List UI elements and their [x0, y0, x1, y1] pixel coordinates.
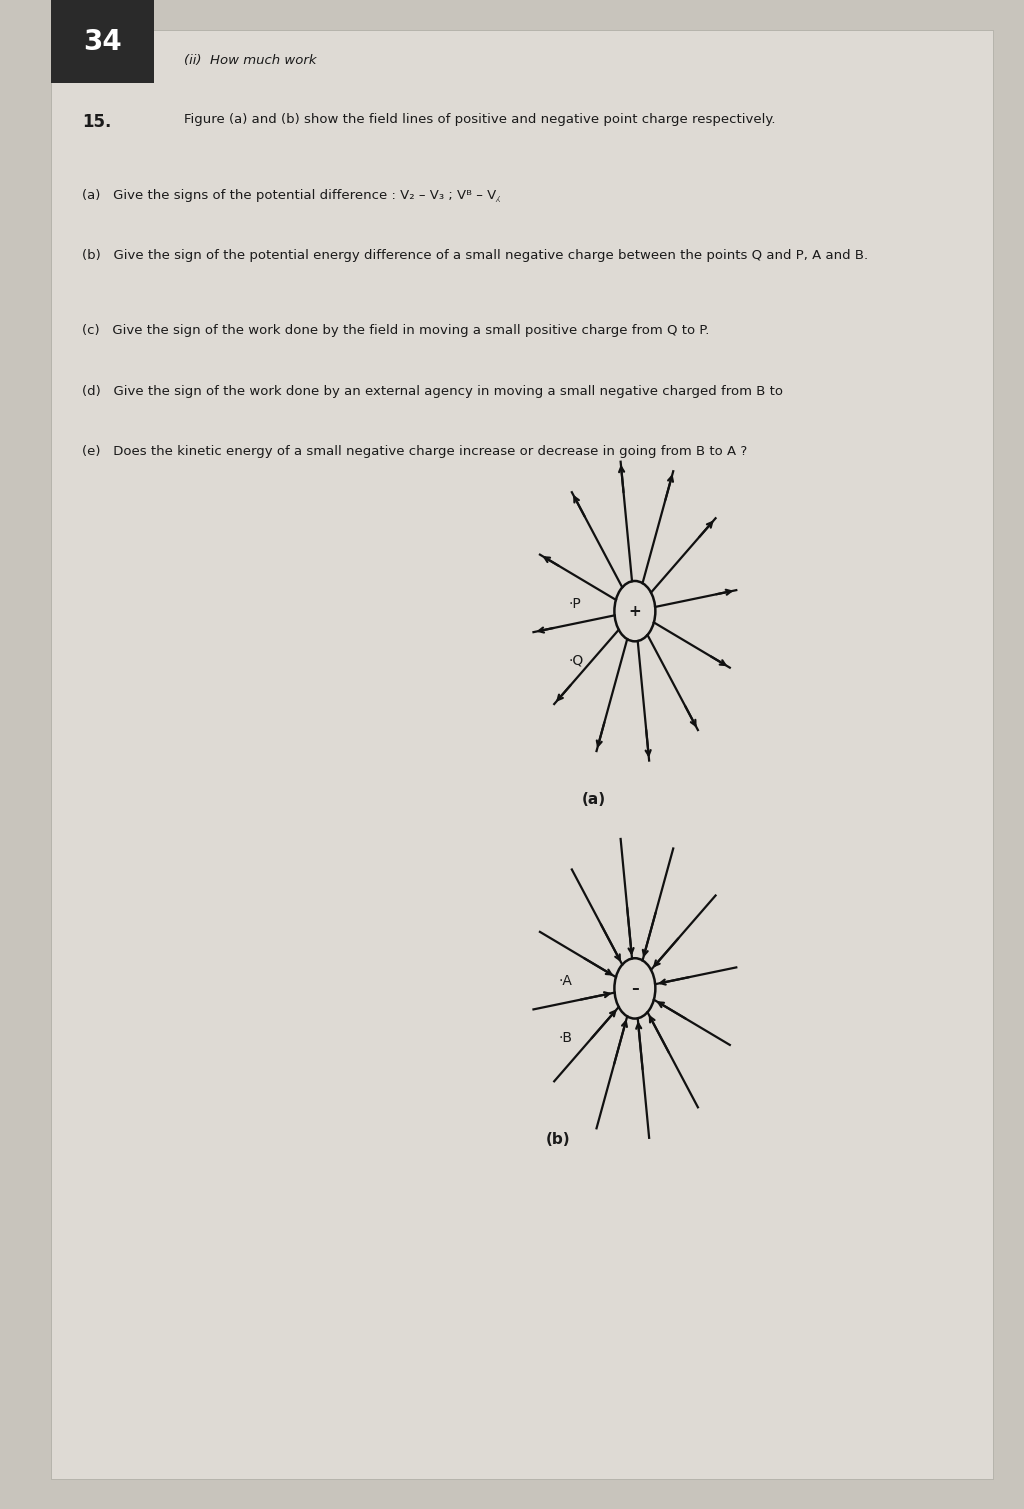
Text: 15.: 15.: [82, 113, 112, 131]
Text: ·A: ·A: [558, 973, 572, 988]
Text: Figure (a) and (b) show the field lines of positive and negative point charge re: Figure (a) and (b) show the field lines …: [184, 113, 776, 127]
Text: ·Q: ·Q: [568, 653, 584, 668]
FancyBboxPatch shape: [51, 30, 993, 1479]
Text: (a)   Give the signs of the potential difference : V₂ – V₃ ; Vᴮ – V⁁: (a) Give the signs of the potential diff…: [82, 189, 500, 202]
Text: ·B: ·B: [558, 1031, 572, 1046]
Text: (d)   Give the sign of the work done by an external agency in moving a small neg: (d) Give the sign of the work done by an…: [82, 385, 783, 398]
Text: ·P: ·P: [568, 596, 581, 611]
FancyBboxPatch shape: [51, 0, 154, 83]
Text: (ii)  How much work: (ii) How much work: [184, 54, 316, 66]
Text: (e)   Does the kinetic energy of a small negative charge increase or decrease in: (e) Does the kinetic energy of a small n…: [82, 445, 748, 459]
Text: –: –: [631, 981, 639, 996]
Text: (c)   Give the sign of the work done by the field in moving a small positive cha: (c) Give the sign of the work done by th…: [82, 324, 710, 338]
Text: (b): (b): [546, 1132, 570, 1147]
Text: +: +: [629, 604, 641, 619]
Text: (b)   Give the sign of the potential energy difference of a small negative charg: (b) Give the sign of the potential energ…: [82, 249, 868, 263]
Text: 34: 34: [83, 29, 122, 56]
Text: (a): (a): [582, 792, 606, 807]
